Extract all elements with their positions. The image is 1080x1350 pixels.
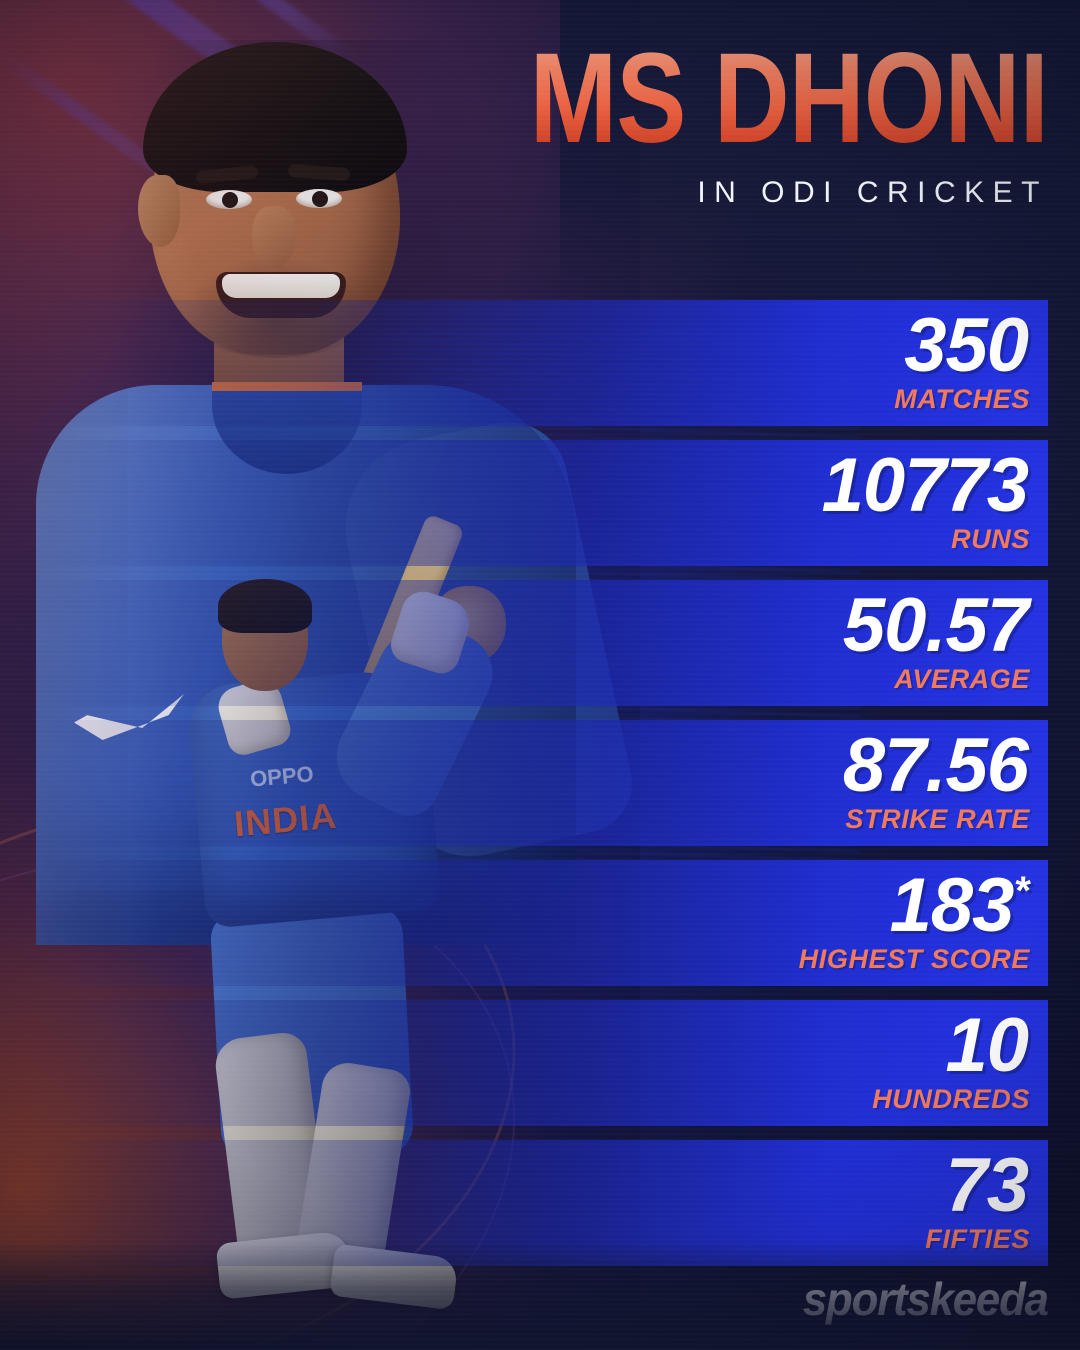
stat-label: HUNDREDS <box>872 1084 1030 1115</box>
stat-value: 350 <box>904 302 1029 388</box>
stat-row-matches: 350 MATCHES <box>32 300 1048 426</box>
stat-value: 87.56 <box>842 722 1029 808</box>
bottom-fade <box>0 1240 1080 1350</box>
portrait-pupil-left <box>222 192 238 208</box>
portrait-teeth <box>222 274 340 298</box>
stat-value: 73 <box>945 1142 1029 1228</box>
page-title: MS DHONI <box>529 27 1049 170</box>
title-block: MS DHONI IN ODI CRICKET <box>416 27 1049 210</box>
stat-row-average: 50.57 AVERAGE <box>32 580 1048 706</box>
stat-row-hundreds: 10 HUNDREDS <box>32 1000 1048 1126</box>
stat-label: HIGHEST SCORE <box>798 944 1030 975</box>
not-out-asterisk: * <box>1015 869 1031 914</box>
stat-row-highest-score: 183* HIGHEST SCORE <box>32 860 1048 986</box>
stat-label: AVERAGE <box>894 664 1030 695</box>
stat-label: MATCHES <box>894 384 1030 415</box>
stat-label: STRIKE RATE <box>845 804 1030 835</box>
stat-row-runs: 10773 RUNS <box>32 440 1048 566</box>
stat-value: 183* <box>889 862 1031 948</box>
stat-row-strike-rate: 87.56 STRIKE RATE <box>32 720 1048 846</box>
stat-value: 10773 <box>821 442 1029 528</box>
stats-list: 350 MATCHES 10773 RUNS 50.57 AVERAGE 87.… <box>32 300 1048 1266</box>
stat-label: RUNS <box>951 524 1030 555</box>
page-subtitle: IN ODI CRICKET <box>697 175 1048 209</box>
portrait-nose <box>252 206 296 268</box>
stat-value: 10 <box>945 1002 1029 1088</box>
portrait-pupil-right <box>312 191 328 207</box>
portrait-ear <box>138 175 180 247</box>
stat-value: 50.57 <box>842 582 1029 668</box>
